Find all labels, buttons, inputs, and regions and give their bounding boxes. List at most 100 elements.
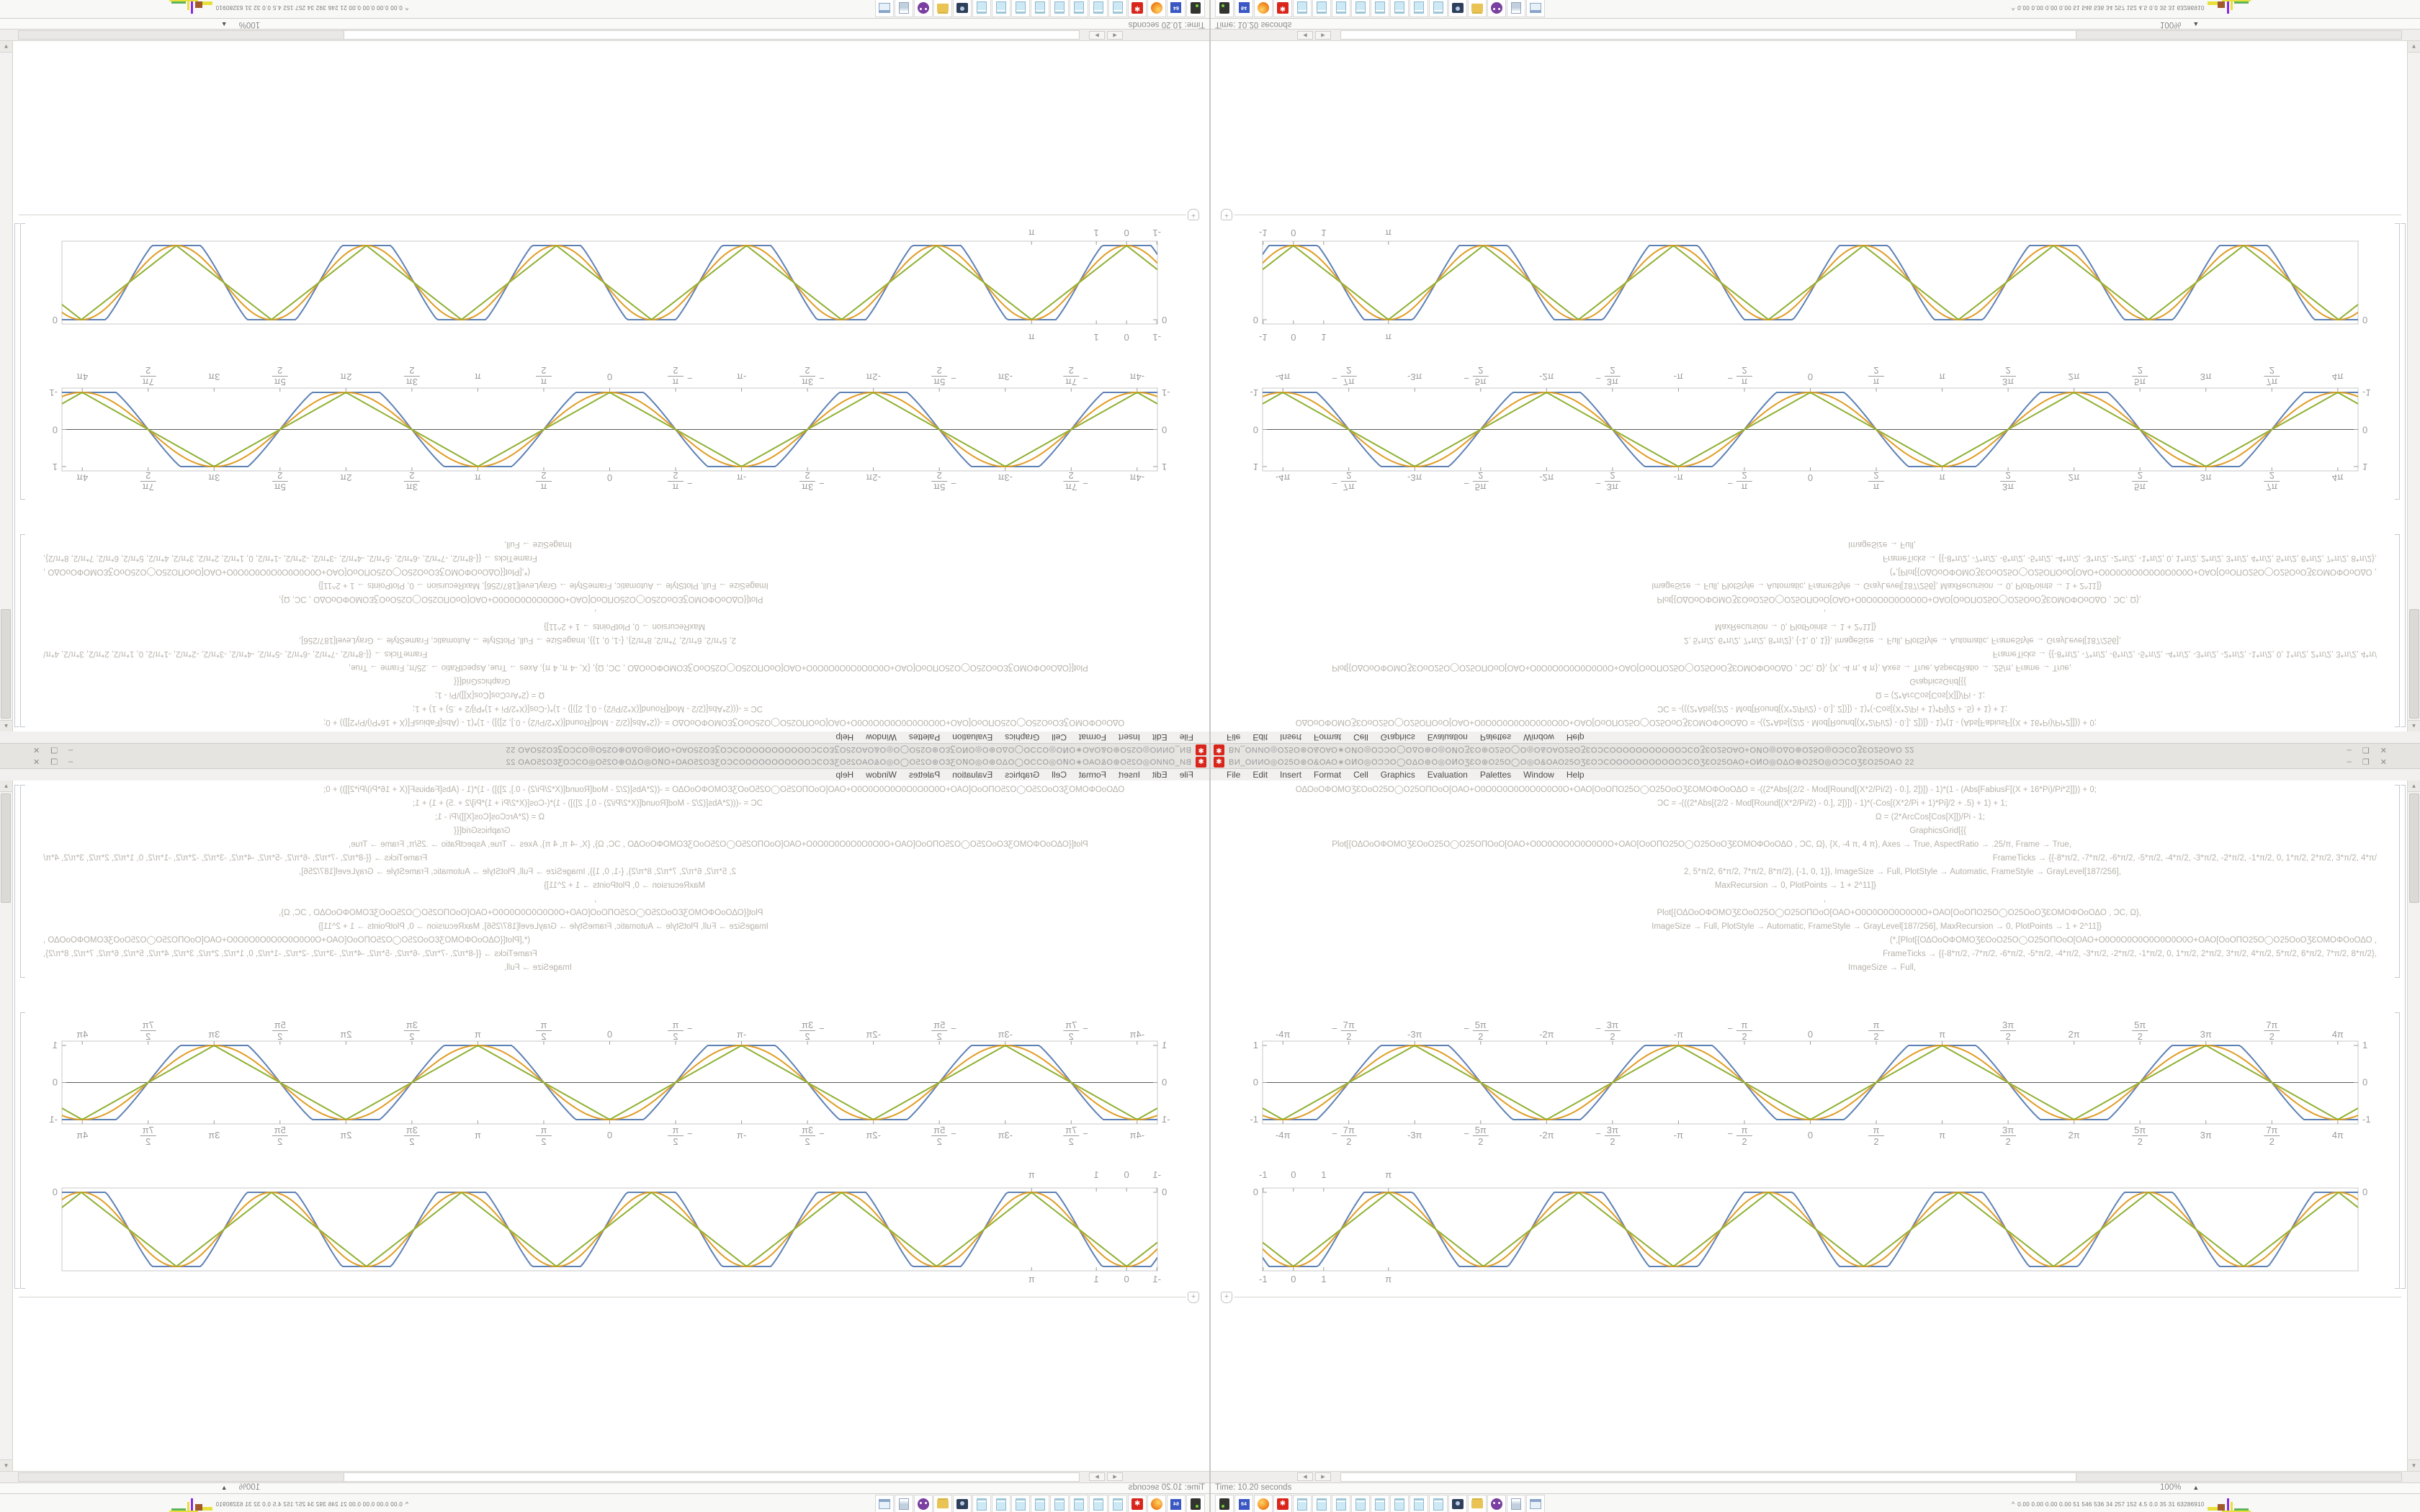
- scroll-right-arrow[interactable]: ▶: [1315, 1472, 1331, 1481]
- menu-item-insert[interactable]: Insert: [1280, 770, 1302, 780]
- scroll-up-arrow[interactable]: ▲: [2408, 780, 2420, 792]
- taskbar-item-drive-app[interactable]: [1215, 0, 1234, 17]
- magnification-control[interactable]: 100% ▲: [221, 20, 260, 29]
- menu-item-graphics[interactable]: Graphics: [1380, 770, 1415, 780]
- menu-item-palettes[interactable]: Palettes: [908, 770, 941, 780]
- menu-item-cell[interactable]: Cell: [1353, 732, 1368, 742]
- taskbar-item-firefox-browser[interactable]: [1254, 1495, 1273, 1512]
- sysmon-caret-icon[interactable]: ^: [2012, 1500, 2015, 1508]
- window-titlebar[interactable]: ✱ ВИ_ОИИО◎О25О⊛О&ОАО∗ОͶО◎ОϽϽО◯ОΔО⊛О◎ОͶОƷ…: [0, 756, 1209, 769]
- insert-cell-row[interactable]: +: [19, 209, 1199, 220]
- close-button[interactable]: ✕: [33, 758, 40, 767]
- input-code-cell[interactable]: ΟΔΟοΟΦΟΜΟƷƐΟοΟ25Ο◯Ο25ΟΠΟοΟ[ΟΑΟ+Ο0Ο0Ο0Ο0Ο…: [29, 783, 1209, 975]
- vertical-scrollbar-thumb[interactable]: [2409, 793, 2419, 903]
- input-code-cell[interactable]: ΟΔΟοΟΦΟΜΟƷƐΟοΟ25Ο◯Ο25ΟΠΟοΟ[ΟΑΟ+Ο0Ο0Ο0Ο0Ο…: [29, 537, 1209, 729]
- close-button[interactable]: ✕: [33, 745, 40, 754]
- input-code-cell[interactable]: ΟΔΟοΟΦΟΜΟƷƐΟοΟ25Ο◯Ο25ΟΠΟοΟ[ΟΑΟ+Ο0Ο0Ο0Ο0Ο…: [1211, 783, 2391, 975]
- taskbar-item-notepad-8[interactable]: [1429, 0, 1448, 17]
- menu-item-insert[interactable]: Insert: [1118, 732, 1140, 742]
- menu-item-graphics[interactable]: Graphics: [1380, 732, 1415, 742]
- minimize-button[interactable]: –: [68, 746, 73, 755]
- taskbar-item-firefox-browser[interactable]: [1147, 0, 1166, 17]
- scroll-up-arrow[interactable]: ▲: [0, 780, 12, 792]
- taskbar-item-notepad-2[interactable]: [1089, 1495, 1108, 1512]
- window-titlebar[interactable]: ✱ ВИ_ОИИО◎О25О⊛О&ОАО∗ОͶО◎ОϽϽО◯ОΔО⊛О◎ОͶОƷ…: [1211, 756, 2420, 769]
- horizontal-scrollbar[interactable]: ◀ ▶: [0, 30, 1209, 41]
- taskbar-item-floppy-64[interactable]: 64: [1167, 0, 1186, 17]
- vertical-scrollbar[interactable]: ▲ ▼: [2407, 41, 2420, 732]
- horizontal-scrollbar[interactable]: ◀ ▶: [0, 1471, 1209, 1482]
- taskbar-item-notepad-1[interactable]: [1108, 0, 1127, 17]
- new-cell-plus-icon[interactable]: +: [1221, 209, 1232, 220]
- menu-item-evaluation[interactable]: Evaluation: [1427, 732, 1468, 742]
- scroll-left-arrow[interactable]: ◀: [1107, 1472, 1123, 1481]
- cell-bracket-group[interactable]: [14, 223, 19, 727]
- horizontal-scrollbar-channel[interactable]: [18, 30, 1080, 40]
- scroll-down-arrow[interactable]: ▼: [2408, 1459, 2420, 1471]
- taskbar-item-notepad-7[interactable]: [1410, 0, 1428, 17]
- magnification-control[interactable]: 100% ▲: [2160, 1483, 2199, 1492]
- menu-item-insert[interactable]: Insert: [1280, 732, 1302, 742]
- menu-item-window[interactable]: Window: [866, 770, 897, 780]
- menu-item-file[interactable]: File: [1227, 770, 1241, 780]
- magnification-control[interactable]: 100% ▲: [2160, 20, 2199, 29]
- cell-bracket-input[interactable]: [2395, 534, 2400, 727]
- taskbar-item-purple-app[interactable]: [914, 0, 933, 17]
- zoom-popup-arrow[interactable]: ▲: [220, 21, 228, 28]
- new-cell-plus-icon[interactable]: +: [1188, 1292, 1199, 1303]
- scroll-down-arrow[interactable]: ▼: [0, 1459, 12, 1471]
- cell-bracket-group[interactable]: [14, 785, 19, 1289]
- taskbar-item-notepad-8[interactable]: [972, 1495, 991, 1512]
- taskbar-item-screen-capture-tool[interactable]: [953, 1495, 972, 1512]
- menu-item-evaluation[interactable]: Evaluation: [952, 732, 993, 742]
- horizontal-scrollbar-channel[interactable]: [1340, 30, 2402, 40]
- vertical-scrollbar-thumb[interactable]: [2409, 609, 2419, 719]
- restore-button[interactable]: ❐: [2362, 745, 2370, 754]
- menu-item-help[interactable]: Help: [835, 732, 854, 742]
- close-button[interactable]: ✕: [2380, 745, 2387, 754]
- sysmon-caret-icon[interactable]: ^: [405, 1500, 408, 1508]
- input-code-cell[interactable]: ΟΔΟοΟΦΟΜΟƷƐΟοΟ25Ο◯Ο25ΟΠΟοΟ[ΟΑΟ+Ο0Ο0Ο0Ο0Ο…: [1211, 537, 2391, 729]
- menu-item-window[interactable]: Window: [1523, 732, 1554, 742]
- cell-bracket-output[interactable]: [20, 223, 25, 500]
- notebook-canvas[interactable]: ΟΔΟοΟΦΟΜΟƷƐΟοΟ25Ο◯Ο25ΟΠΟοΟ[ΟΑΟ+Ο0Ο0Ο0Ο0Ο…: [1211, 780, 2420, 1471]
- horizontal-scrollbar[interactable]: ◀ ▶: [1211, 1471, 2420, 1482]
- window-titlebar[interactable]: ✱ ВИ_ОИИО◎О25О⊛О&ОАО∗ОͶО◎ОϽϽО◯ОΔО⊛О◎ОͶОƷ…: [1211, 743, 2420, 756]
- horizontal-scrollbar[interactable]: ◀ ▶: [1211, 30, 2420, 41]
- zoom-level[interactable]: 100%: [238, 20, 260, 29]
- menu-item-edit[interactable]: Edit: [1252, 770, 1268, 780]
- menu-item-edit[interactable]: Edit: [1152, 770, 1168, 780]
- menu-item-format[interactable]: Format: [1314, 732, 1342, 742]
- taskbar-item-notepad-4[interactable]: [1050, 1495, 1069, 1512]
- restore-button[interactable]: ❐: [50, 745, 58, 754]
- horizontal-scrollbar-channel[interactable]: [18, 1472, 1080, 1482]
- horizontal-scrollbar-thumb[interactable]: [344, 1473, 1079, 1481]
- taskbar-item-settings-app[interactable]: ✱: [1273, 1495, 1292, 1512]
- minimize-button[interactable]: –: [2347, 757, 2352, 766]
- menu-item-cell[interactable]: Cell: [1353, 770, 1368, 780]
- scroll-up-arrow[interactable]: ▲: [2408, 720, 2420, 732]
- taskbar-item-notepad-7[interactable]: [1410, 1495, 1428, 1512]
- cell-bracket-output[interactable]: [2395, 223, 2400, 500]
- taskbar-item-file-manager[interactable]: [1468, 0, 1487, 17]
- insert-cell-row[interactable]: +: [1221, 1292, 2401, 1303]
- menu-item-evaluation[interactable]: Evaluation: [952, 770, 993, 780]
- sysmon-caret-icon[interactable]: ^: [2012, 4, 2015, 12]
- taskbar-item-settings-app[interactable]: ✱: [1128, 0, 1147, 17]
- taskbar-item-firefox-browser[interactable]: [1254, 0, 1273, 17]
- taskbar-item-notepad-1[interactable]: [1293, 0, 1312, 17]
- taskbar-item-notepad-7[interactable]: [992, 1495, 1010, 1512]
- taskbar-item-document-viewer[interactable]: [895, 1495, 913, 1512]
- taskbar-item-notepad-4[interactable]: [1351, 0, 1370, 17]
- taskbar-item-notepad-2[interactable]: [1312, 0, 1331, 17]
- taskbar-item-purple-app[interactable]: [1487, 1495, 1506, 1512]
- taskbar-item-notepad-3[interactable]: [1070, 1495, 1088, 1512]
- taskbar-item-purple-app[interactable]: [1487, 0, 1506, 17]
- menu-item-help[interactable]: Help: [835, 770, 854, 780]
- minimize-button[interactable]: –: [68, 757, 73, 766]
- notebook-canvas[interactable]: ΟΔΟοΟΦΟΜΟƷƐΟοΟ25Ο◯Ο25ΟΠΟοΟ[ΟΑΟ+Ο0Ο0Ο0Ο0Ο…: [1211, 41, 2420, 732]
- scroll-down-arrow[interactable]: ▼: [0, 41, 12, 53]
- taskbar-item-file-manager[interactable]: [933, 0, 952, 17]
- taskbar-item-settings-app[interactable]: ✱: [1128, 1495, 1147, 1512]
- minimize-button[interactable]: –: [2347, 746, 2352, 755]
